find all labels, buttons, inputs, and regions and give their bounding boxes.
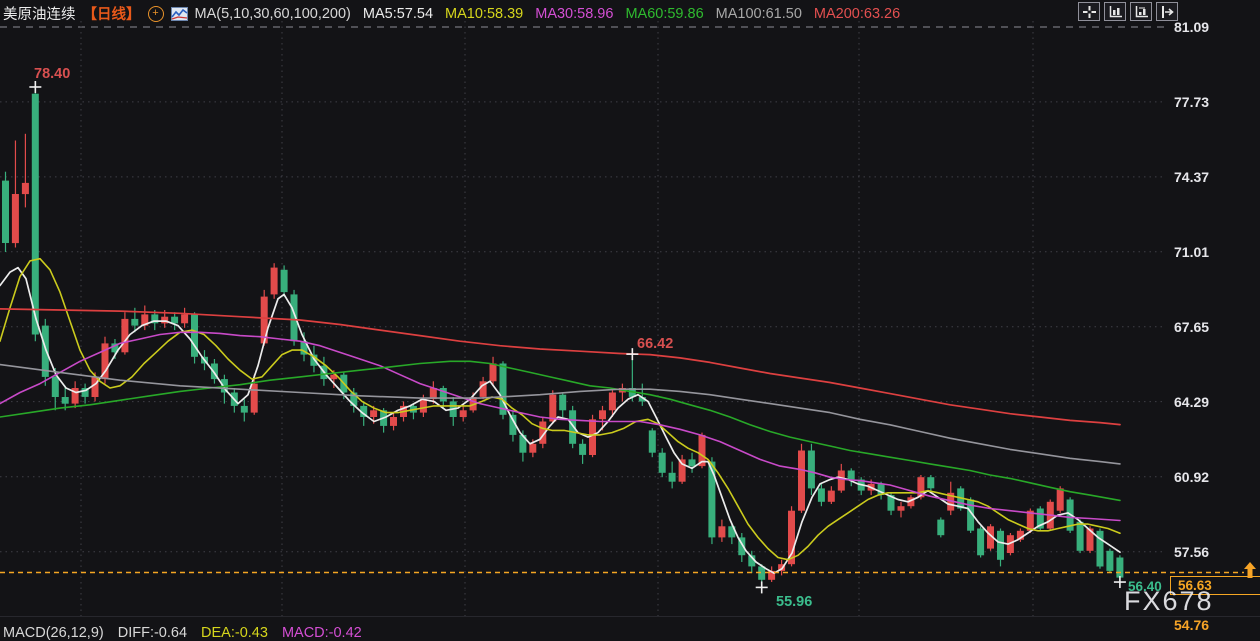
macd-value: MACD:-0.42 bbox=[281, 625, 362, 641]
ma-value: MA200:63.26 bbox=[813, 5, 901, 22]
ma-value: MA(5,10,30,60,100,200) bbox=[194, 5, 351, 22]
instrument-title: 美原油连续 bbox=[3, 7, 76, 23]
axis-price-label: 57.56 bbox=[1174, 544, 1210, 560]
axis-price-label: 67.65 bbox=[1174, 319, 1210, 335]
ma-value: MA60:59.86 bbox=[625, 5, 704, 22]
ma-value: MA30:58.96 bbox=[535, 5, 614, 22]
ma-value: MA5:57.54 bbox=[362, 5, 434, 22]
ma-value: MA100:61.50 bbox=[715, 5, 802, 22]
axis-price-label: 64.29 bbox=[1174, 394, 1210, 410]
chart-type-icon[interactable] bbox=[170, 6, 188, 21]
ma-value: MA10:58.39 bbox=[445, 5, 524, 22]
main-chart-axis-icon[interactable] bbox=[1104, 2, 1126, 21]
macd-indicator-row: MACD(26,12,9) DIFF:-0.64 DEA:-0.43 MACD:-0.… bbox=[3, 625, 376, 641]
last-price-label: 56.40 bbox=[1128, 579, 1162, 594]
chart-toolbar bbox=[1078, 2, 1178, 21]
macd-value: DIFF:-0.64 bbox=[117, 625, 188, 641]
fx678-watermark: FX678 bbox=[1124, 586, 1214, 616]
chart-header: 美原油连续 【日线】 + MA(5,10,30,60,100,200) MA5:5… bbox=[3, 3, 912, 24]
axis-min-label: 54.76 bbox=[1174, 617, 1210, 633]
axis-price-label: 74.37 bbox=[1174, 169, 1210, 185]
sub-chart-axis-icon[interactable] bbox=[1130, 2, 1152, 21]
scroll-up-arrow-icon[interactable] bbox=[1243, 562, 1257, 579]
price-annotation: 66.42 bbox=[637, 336, 674, 352]
axis-price-label: 71.01 bbox=[1174, 244, 1210, 260]
current-price-tag: 56.63 bbox=[1170, 576, 1260, 595]
add-indicator-icon[interactable]: + bbox=[147, 5, 164, 22]
axis-price-label: 81.09 bbox=[1174, 19, 1210, 35]
axis-price-label: 60.92 bbox=[1174, 469, 1210, 485]
price-annotation: 78.40 bbox=[34, 66, 71, 82]
collapse-panel-icon[interactable] bbox=[1156, 2, 1178, 21]
axis-price-label: 77.73 bbox=[1174, 94, 1210, 110]
crosshair-icon[interactable] bbox=[1078, 2, 1100, 21]
macd-value: MACD(26,12,9) bbox=[3, 625, 104, 641]
ma-values-row: MA(5,10,30,60,100,200) MA5:57.54 MA10:58.3… bbox=[195, 6, 913, 22]
price-annotation: 55.96 bbox=[776, 594, 813, 610]
macd-value: DEA:-0.43 bbox=[201, 625, 268, 641]
period-label[interactable]: 【日线】 bbox=[82, 7, 141, 23]
